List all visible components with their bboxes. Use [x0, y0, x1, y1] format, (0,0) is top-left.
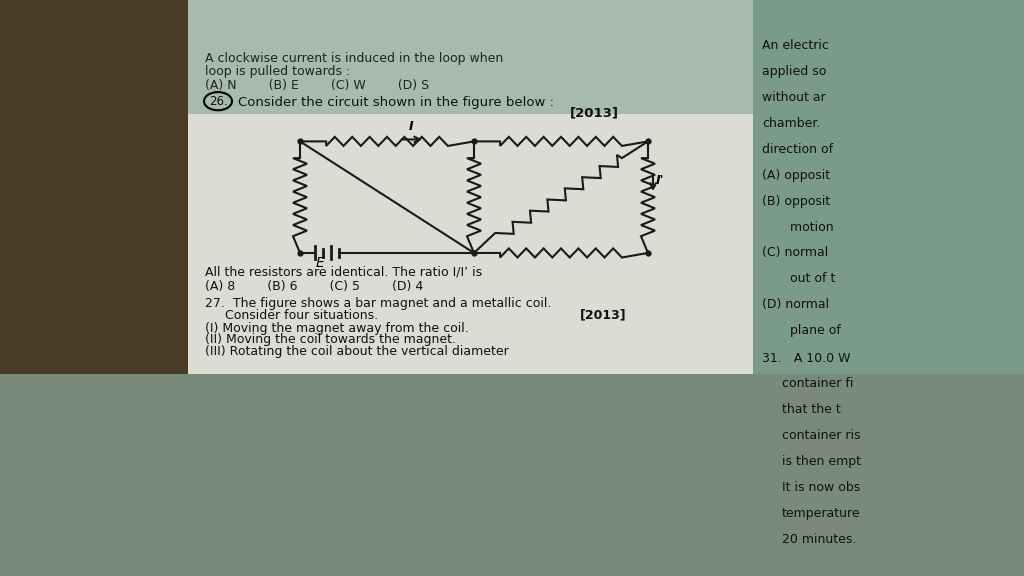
Text: loop is pulled towards :: loop is pulled towards : — [205, 65, 350, 78]
Bar — [188, 0, 753, 374]
Text: direction of: direction of — [762, 143, 834, 156]
Text: [2013]: [2013] — [580, 309, 627, 322]
Text: applied so: applied so — [762, 65, 826, 78]
Text: (A) N        (B) E        (C) W        (D) S: (A) N (B) E (C) W (D) S — [205, 79, 429, 92]
Text: 31.   A 10.0 W: 31. A 10.0 W — [762, 351, 851, 365]
Text: without ar: without ar — [762, 91, 825, 104]
Text: (D) normal: (D) normal — [762, 298, 829, 312]
Text: (I) Moving the magnet away from the coil.: (I) Moving the magnet away from the coil… — [205, 321, 469, 335]
Bar — [753, 0, 1024, 374]
Text: I: I — [409, 120, 414, 132]
Text: container fi: container fi — [782, 377, 853, 391]
Text: container ris: container ris — [782, 429, 860, 442]
Text: I': I' — [656, 174, 665, 187]
Text: 27.  The figure shows a bar magnet and a metallic coil.: 27. The figure shows a bar magnet and a … — [205, 297, 551, 310]
Bar — [188, 0, 753, 113]
Text: (C) normal: (C) normal — [762, 247, 828, 259]
Text: (A) 8        (B) 6        (C) 5        (D) 4: (A) 8 (B) 6 (C) 5 (D) 4 — [205, 280, 423, 293]
Text: An electric: An electric — [762, 39, 828, 52]
Text: 20 minutes.: 20 minutes. — [782, 533, 856, 546]
Text: (III) Rotating the coil about the vertical diameter: (III) Rotating the coil about the vertic… — [205, 345, 509, 358]
Text: (A) opposit: (A) opposit — [762, 169, 830, 181]
Text: A clockwise current is induced in the loop when: A clockwise current is induced in the lo… — [205, 52, 503, 65]
Text: (II) Moving the coil towards the magnet.: (II) Moving the coil towards the magnet. — [205, 334, 456, 346]
Text: chamber.: chamber. — [762, 117, 820, 130]
Text: that the t: that the t — [782, 403, 841, 416]
Text: Consider the circuit shown in the figure below :: Consider the circuit shown in the figure… — [238, 96, 554, 109]
Text: All the resistors are identical. The ratio I/I’ is: All the resistors are identical. The rat… — [205, 266, 482, 279]
Text: plane of: plane of — [762, 324, 841, 338]
Text: 26.: 26. — [209, 94, 227, 108]
Text: (B) opposit: (B) opposit — [762, 195, 830, 207]
Text: temperature: temperature — [782, 507, 860, 520]
Text: out of t: out of t — [762, 272, 836, 285]
Text: motion: motion — [762, 221, 834, 233]
Text: [2013]: [2013] — [570, 107, 618, 119]
Bar — [0, 0, 200, 374]
Text: Consider four situations.: Consider four situations. — [205, 309, 378, 322]
Text: E: E — [315, 256, 324, 270]
Text: is then empt: is then empt — [782, 455, 861, 468]
Text: It is now obs: It is now obs — [782, 481, 860, 494]
